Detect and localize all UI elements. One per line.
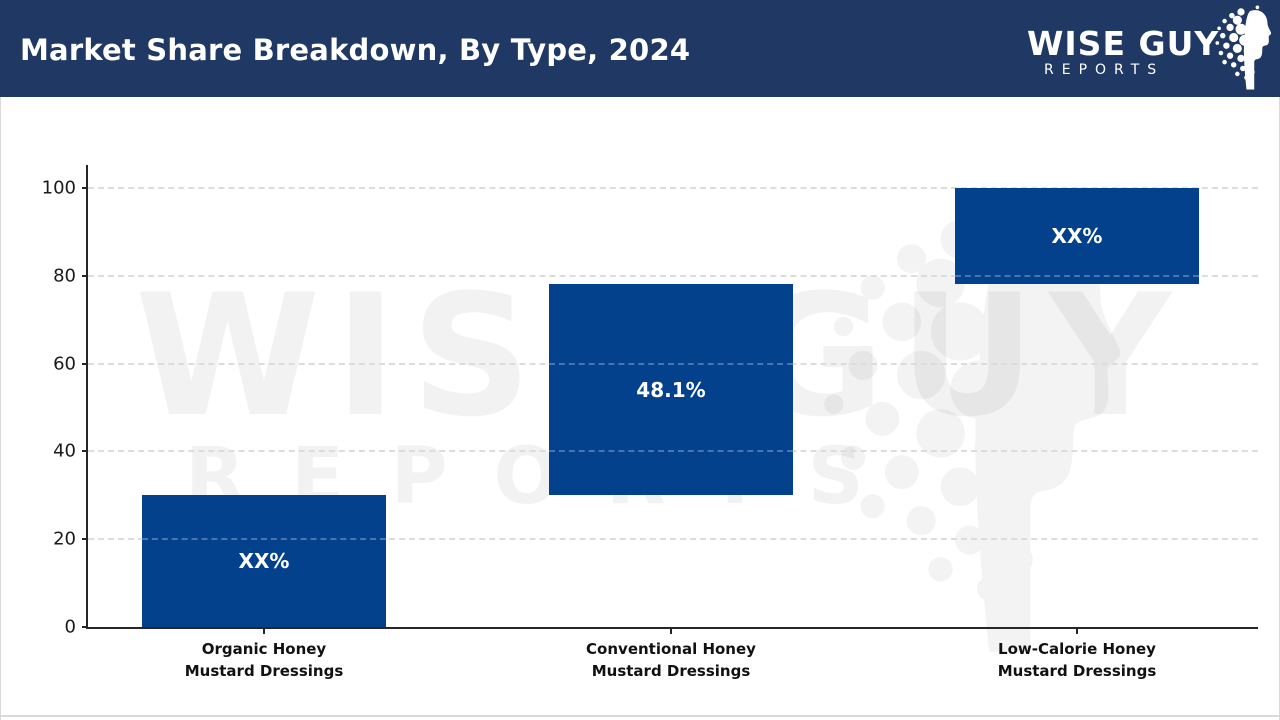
gridline-over-bar-conventional-honey-mustard-dressings-60 [549, 362, 793, 365]
y-tick-100 [82, 187, 88, 189]
gridline-over-bar-organic-honey-mustard-dressings-20 [142, 538, 386, 541]
bottom-border [0, 715, 1280, 717]
logo-wordmark: WISE GUY [1027, 24, 1220, 63]
y-tick-20 [82, 538, 88, 541]
gridline-20 [88, 538, 1258, 541]
x-axis [86, 627, 1258, 629]
bar-organic-honey-mustard-dressings [142, 495, 386, 627]
x-tick-1 [263, 627, 265, 634]
header: Market Share Breakdown, By Type, 2024 WI… [0, 0, 1280, 97]
y-tick-label-40: 40 [53, 440, 76, 462]
gridline-100 [88, 187, 1258, 189]
y-tick-0 [82, 626, 88, 628]
y-tick-40 [82, 450, 88, 453]
gridline-80 [88, 274, 1258, 277]
logo-subtitle: REPORTS [1044, 62, 1165, 78]
gridline-over-bar-conventional-honey-mustard-dressings-40 [549, 450, 793, 453]
category-label-organic-honey-mustard-dressings: Organic Honey Mustard Dressings [184, 640, 344, 680]
bar-value-label-low-calorie-honey-mustard-dressings: XX% [1051, 224, 1103, 249]
y-tick-80 [82, 274, 88, 277]
category-label-conventional-honey-mustard-dressings: Conventional Honey Mustard Dressings [586, 640, 756, 680]
y-tick-60 [82, 362, 88, 365]
chart-title: Market Share Breakdown, By Type, 2024 [20, 33, 691, 67]
x-tick-3 [1076, 627, 1078, 634]
y-tick-label-20: 20 [53, 528, 76, 550]
y-axis [86, 165, 88, 629]
y-tick-label-80: 80 [53, 265, 76, 287]
gridline-over-bar-low-calorie-honey-mustard-dressings-80 [955, 274, 1199, 277]
y-tick-label-100: 100 [41, 177, 76, 199]
bar-low-calorie-honey-mustard-dressings [955, 188, 1199, 285]
bar-value-label-conventional-honey-mustard-dressings: 48.1% [636, 377, 706, 402]
wise-guy-reports-logo: WISE GUY REPORTS [1027, 0, 1272, 97]
y-tick-label-0: 0 [64, 616, 76, 638]
logo-head-icon [1215, 5, 1272, 90]
category-label-low-calorie-honey-mustard-dressings: Low-Calorie Honey Mustard Dressings [997, 640, 1157, 680]
bar-conventional-honey-mustard-dressings [549, 284, 793, 496]
x-tick-2 [670, 627, 672, 634]
bar-value-label-organic-honey-mustard-dressings: XX% [238, 549, 290, 574]
left-border [0, 97, 1, 720]
y-tick-label-60: 60 [53, 353, 76, 375]
